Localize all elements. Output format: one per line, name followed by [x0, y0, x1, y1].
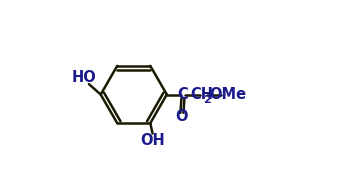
Text: OMe: OMe [209, 87, 246, 102]
Text: O: O [176, 109, 188, 124]
Text: CH: CH [190, 87, 213, 102]
Text: OH: OH [140, 133, 165, 148]
Text: 2: 2 [203, 95, 211, 105]
Text: HO: HO [71, 70, 96, 85]
Text: C: C [178, 87, 188, 102]
